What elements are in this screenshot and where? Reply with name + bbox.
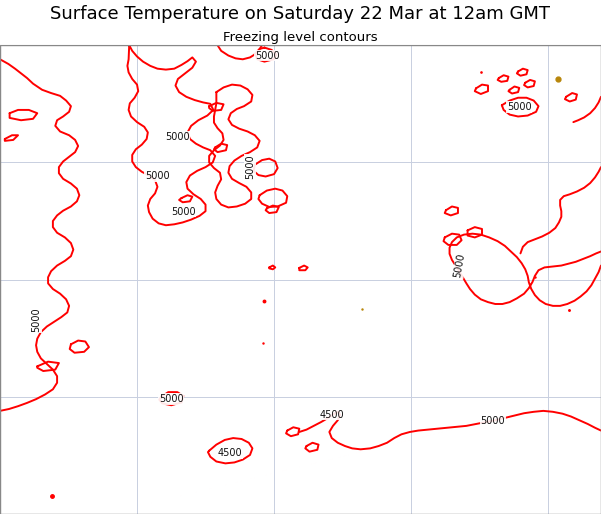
Text: 4500: 4500 <box>218 448 242 458</box>
Text: Freezing level contours: Freezing level contours <box>223 31 378 44</box>
Text: 5000: 5000 <box>159 394 183 404</box>
Text: 5000: 5000 <box>453 252 467 279</box>
Text: 5000: 5000 <box>507 102 531 112</box>
Text: 5000: 5000 <box>245 155 255 179</box>
Text: 5000: 5000 <box>171 207 195 216</box>
Text: 5000: 5000 <box>481 416 505 426</box>
Text: 5000: 5000 <box>255 50 279 61</box>
Text: 5000: 5000 <box>145 172 169 181</box>
Text: Surface Temperature on Saturday 22 Mar at 12am GMT: Surface Temperature on Saturday 22 Mar a… <box>50 5 551 23</box>
Text: 4500: 4500 <box>320 410 344 419</box>
Text: 5000: 5000 <box>165 132 189 142</box>
Text: 5000: 5000 <box>31 307 41 332</box>
